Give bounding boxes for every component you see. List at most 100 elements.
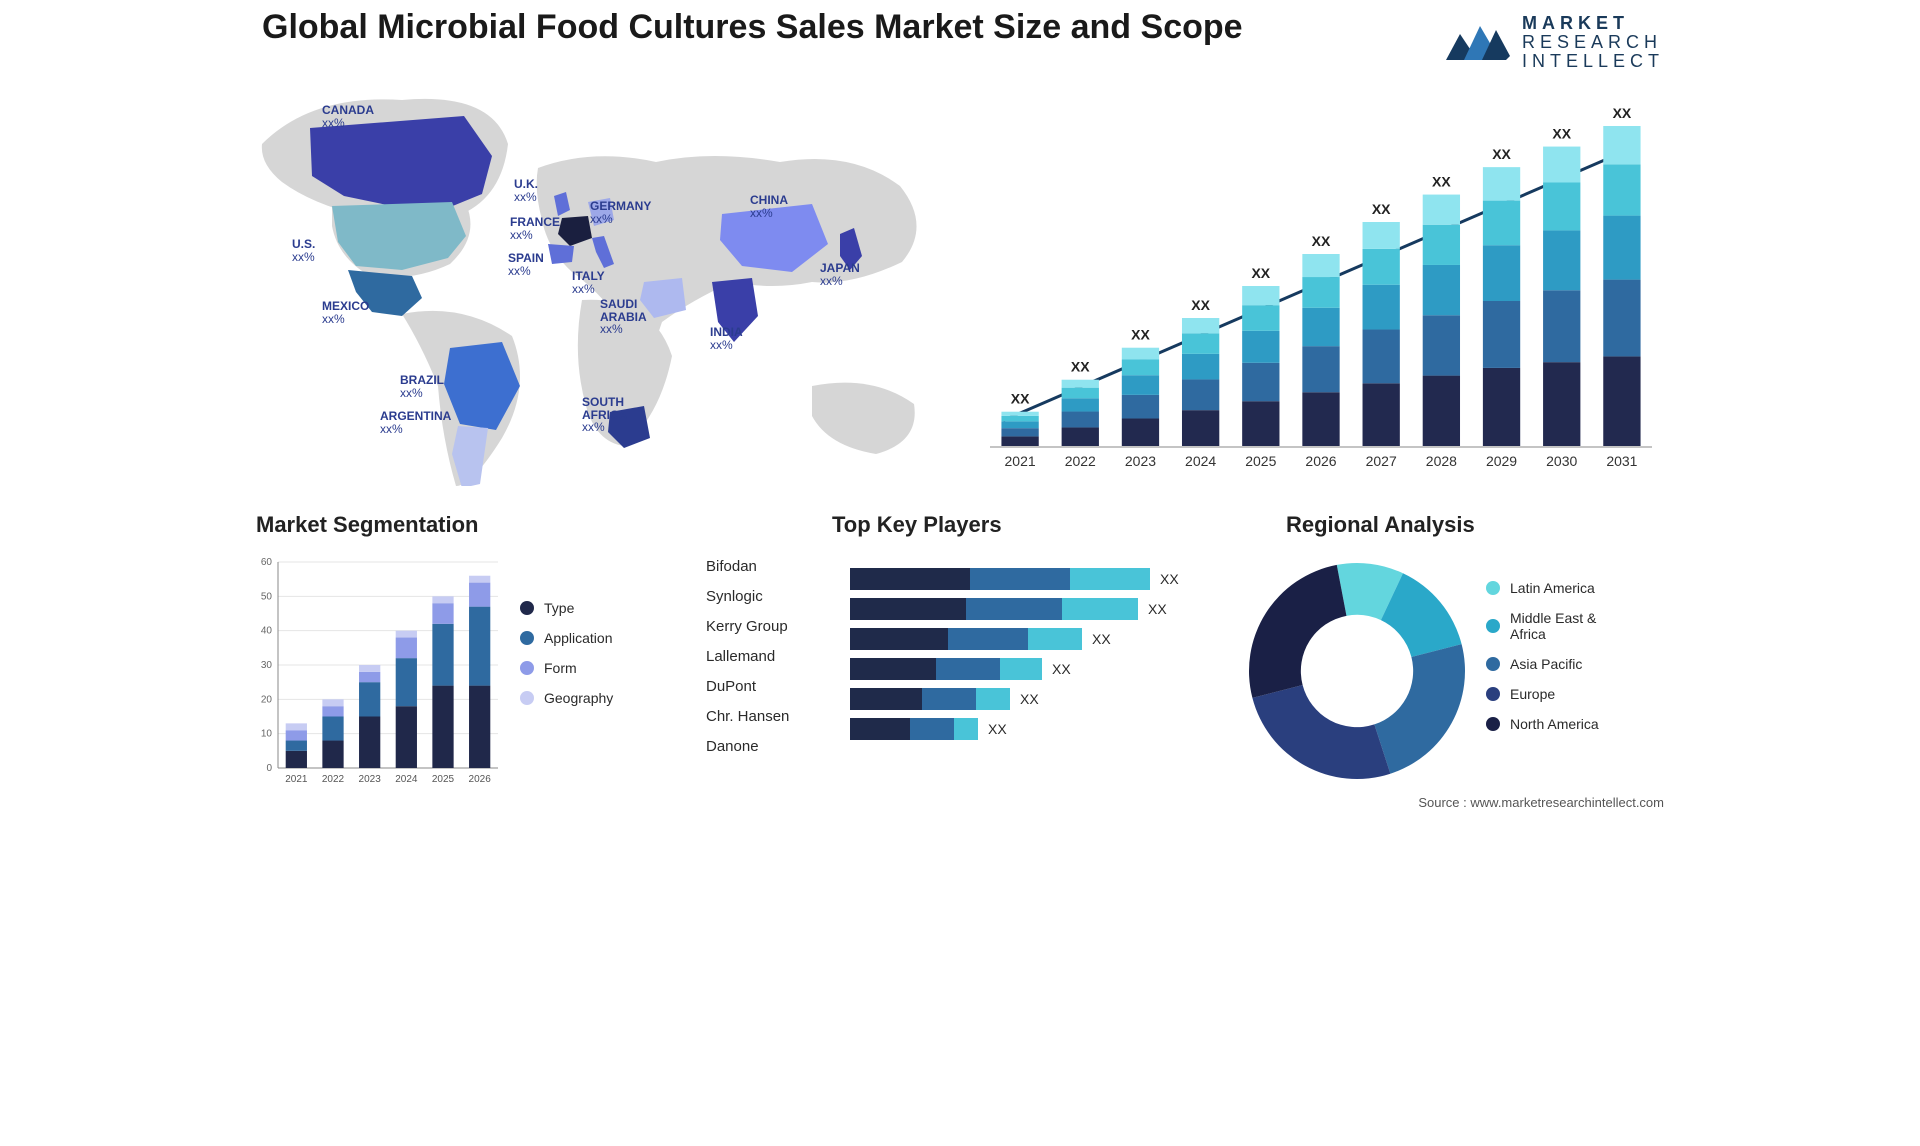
svg-text:2029: 2029 [1486, 453, 1517, 469]
player-name: Danone [706, 732, 789, 762]
map-label: MEXICOxx% [322, 300, 369, 325]
player-bar-row: XX [850, 658, 1210, 680]
svg-text:20: 20 [261, 694, 273, 705]
segmentation-chart-svg: 0102030405060202120222023202420252026 [252, 556, 502, 790]
legend-label: Middle East &Africa [1510, 610, 1596, 642]
player-bar-row: XX [850, 628, 1210, 650]
svg-text:2027: 2027 [1366, 453, 1397, 469]
infographic-page: Global Microbial Food Cultures Sales Mar… [232, 0, 1688, 816]
legend-swatch [1486, 657, 1500, 671]
legend-label: Latin America [1510, 580, 1595, 596]
legend-label: North America [1510, 716, 1599, 732]
logo-mark-icon [1442, 16, 1512, 68]
svg-text:2024: 2024 [395, 774, 418, 785]
svg-text:XX: XX [1432, 174, 1451, 190]
regional-legend: Latin America Middle East &Africa Asia Pac… [1486, 566, 1599, 746]
map-label: U.K.xx% [514, 178, 538, 203]
bar-segment [910, 718, 954, 740]
bar-value: XX [1160, 571, 1179, 587]
bar-value: XX [1020, 691, 1039, 707]
player-bar-row: XX [850, 568, 1210, 590]
svg-text:XX: XX [1251, 265, 1270, 281]
map-label: CHINAxx% [750, 194, 788, 219]
map-label: SPAINxx% [508, 252, 544, 277]
player-name: Chr. Hansen [706, 702, 789, 732]
player-name: DuPont [706, 672, 789, 702]
legend-label: Application [544, 630, 613, 646]
bar-segment [954, 718, 978, 740]
legend-item: North America [1486, 716, 1599, 732]
svg-text:2030: 2030 [1546, 453, 1577, 469]
bar-segment [1028, 628, 1082, 650]
logo-text: MARKET RESEARCH INTELLECT [1522, 14, 1664, 71]
svg-text:2023: 2023 [359, 774, 382, 785]
map-label: ARGENTINAxx% [380, 410, 451, 435]
map-label: FRANCExx% [510, 216, 560, 241]
svg-text:40: 40 [261, 626, 273, 637]
svg-text:XX: XX [1011, 391, 1030, 407]
svg-text:2026: 2026 [469, 774, 492, 785]
map-label: JAPANxx% [820, 262, 860, 287]
regional-title: Regional Analysis [1286, 512, 1475, 538]
brand-logo: MARKET RESEARCH INTELLECT [1442, 14, 1664, 71]
svg-text:2028: 2028 [1426, 453, 1457, 469]
bar-segment [966, 598, 1062, 620]
legend-item: Latin America [1486, 580, 1599, 596]
legend-label: Asia Pacific [1510, 656, 1582, 672]
svg-text:50: 50 [261, 591, 273, 602]
svg-text:2022: 2022 [1065, 453, 1096, 469]
player-bar-row: XX [850, 718, 1210, 740]
bar-segment [850, 598, 966, 620]
legend-item: Asia Pacific [1486, 656, 1599, 672]
map-label: GERMANYxx% [590, 200, 651, 225]
player-bar-row: XX [850, 598, 1210, 620]
bar-value: XX [988, 721, 1007, 737]
svg-text:XX: XX [1492, 146, 1511, 162]
segmentation-legend: TypeApplicationFormGeography [520, 586, 613, 720]
map-label: BRAZILxx% [400, 374, 444, 399]
players-title: Top Key Players [832, 512, 1002, 538]
svg-text:2022: 2022 [322, 774, 345, 785]
market-size-chart: XX2021XX2022XX2023XX2024XX2025XX2026XX20… [972, 86, 1662, 480]
legend-label: Europe [1510, 686, 1555, 702]
bar-segment [850, 658, 936, 680]
svg-text:2025: 2025 [1245, 453, 1276, 469]
bar-segment [1000, 658, 1042, 680]
legend-label: Geography [544, 690, 613, 706]
svg-text:2025: 2025 [432, 774, 455, 785]
player-name: Synlogic [706, 582, 789, 612]
donut-slice [1252, 685, 1390, 779]
market-size-chart-svg: XX2021XX2022XX2023XX2024XX2025XX2026XX20… [972, 86, 1662, 480]
legend-item: Middle East &Africa [1486, 610, 1599, 642]
bar-segment [850, 718, 910, 740]
players-bars: XX XX XX XX XX XX [850, 560, 1210, 748]
bar-value: XX [1148, 601, 1167, 617]
world-map: CANADAxx%U.S.xx%MEXICOxx%BRAZILxx%ARGENT… [252, 86, 952, 486]
bar-segment [970, 568, 1070, 590]
legend-item: Geography [520, 690, 613, 706]
legend-swatch [520, 661, 534, 675]
player-name: Lallemand [706, 642, 789, 672]
bar-segment [922, 688, 976, 710]
map-label: INDIAxx% [710, 326, 743, 351]
regional-donut-svg [1242, 556, 1472, 786]
source-label: Source : www.marketresearchintellect.com [1418, 795, 1664, 810]
bar-segment [1062, 598, 1138, 620]
svg-text:2023: 2023 [1125, 453, 1156, 469]
svg-text:2026: 2026 [1305, 453, 1336, 469]
legend-swatch [1486, 717, 1500, 731]
svg-text:2021: 2021 [1005, 453, 1036, 469]
map-label: CANADAxx% [322, 104, 374, 129]
legend-swatch [1486, 687, 1500, 701]
segmentation-chart: 0102030405060202120222023202420252026 [252, 556, 502, 790]
donut-slice [1249, 565, 1346, 698]
legend-swatch [1486, 581, 1500, 595]
bar-segment [1070, 568, 1150, 590]
svg-text:0: 0 [266, 763, 272, 774]
regional-donut [1242, 556, 1472, 786]
legend-label: Form [544, 660, 577, 676]
legend-swatch [1486, 619, 1500, 633]
map-label: SOUTHAFRICAxx% [582, 396, 627, 434]
donut-slice [1374, 644, 1465, 774]
bar-segment [850, 628, 948, 650]
